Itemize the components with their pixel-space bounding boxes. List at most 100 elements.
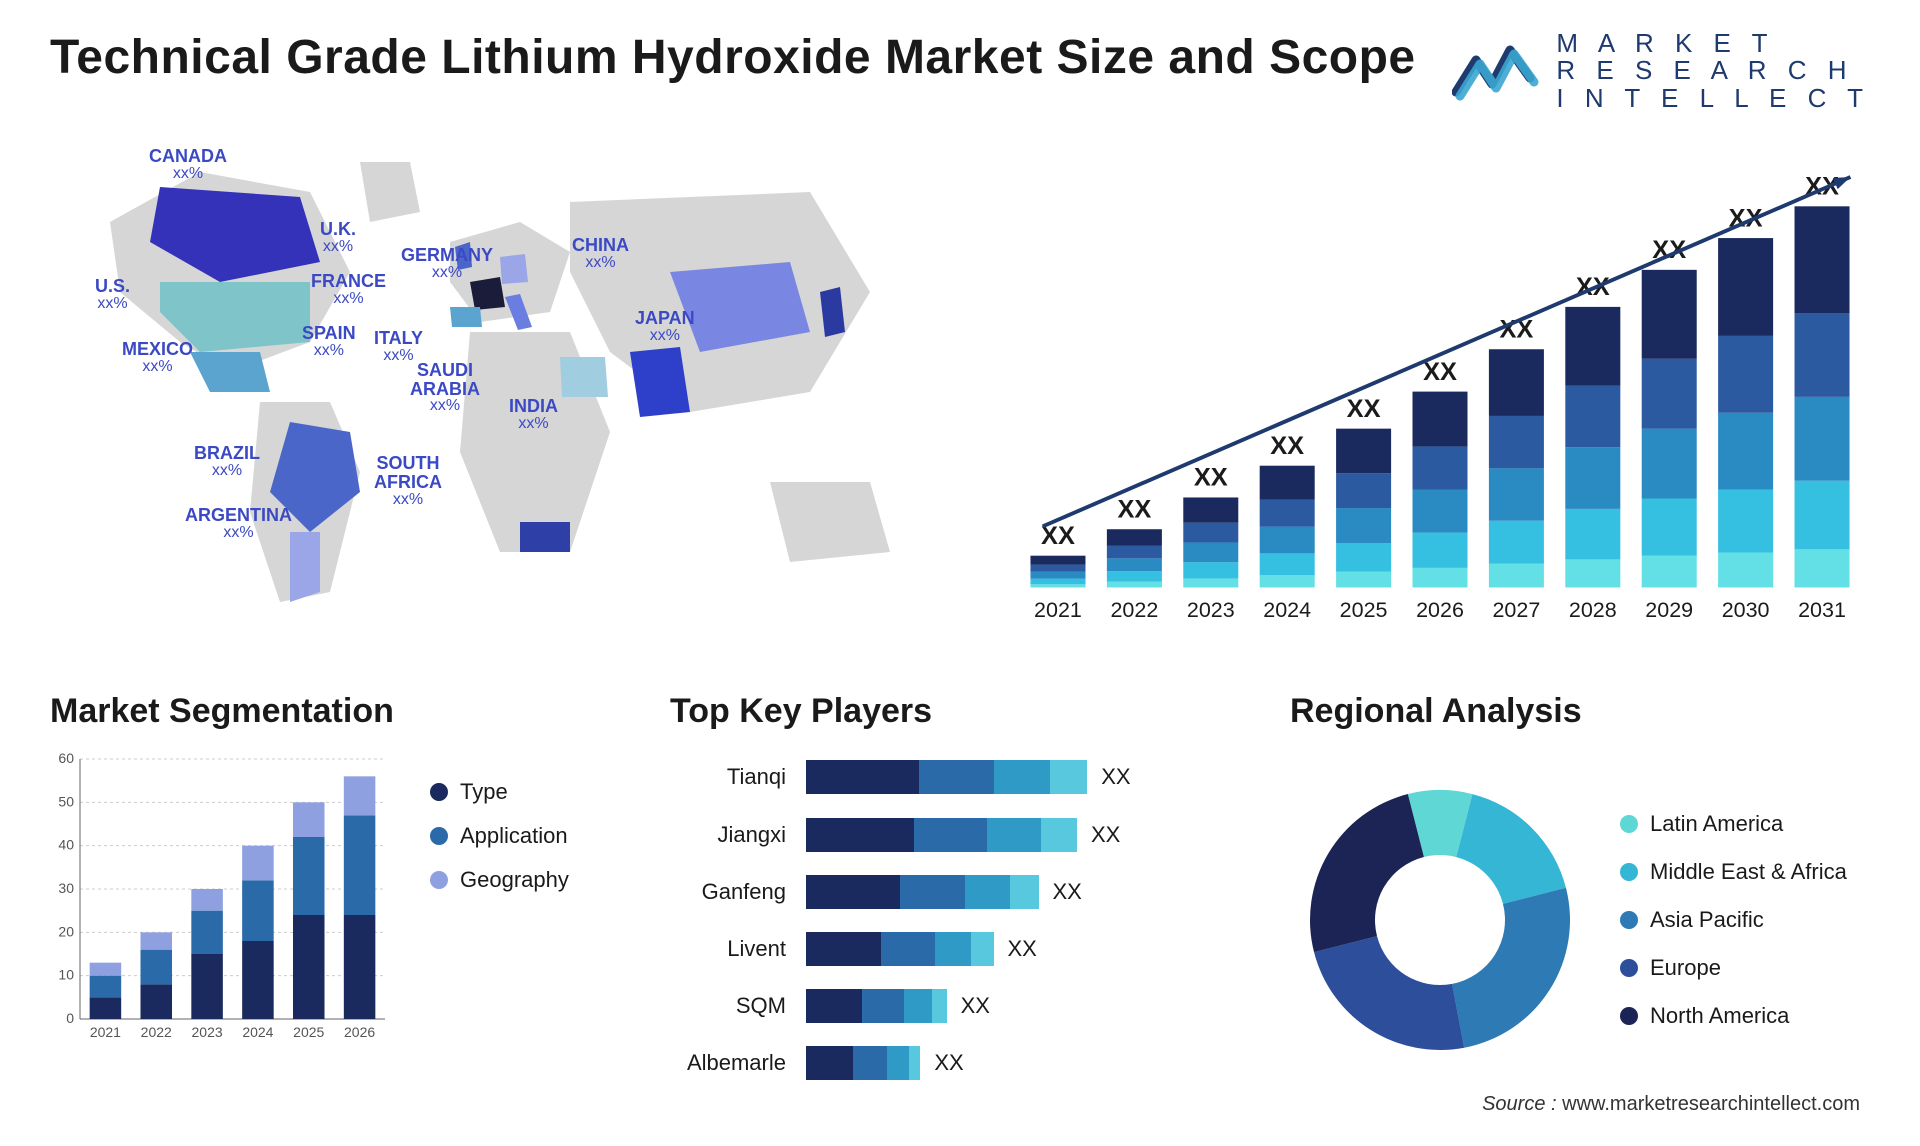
player-segment — [806, 1046, 853, 1080]
svg-text:2025: 2025 — [1340, 598, 1388, 622]
player-bars: XX XX XX XX XX XX — [806, 749, 1250, 1092]
map-label-china: CHINAxx% — [572, 236, 629, 272]
svg-text:2022: 2022 — [141, 1024, 172, 1040]
player-segment — [965, 875, 1010, 909]
donut-wrap — [1290, 770, 1590, 1070]
world-map: CANADAxx%U.S.xx%MEXICOxx%BRAZILxx%ARGENT… — [50, 132, 950, 652]
svg-text:0: 0 — [66, 1010, 74, 1026]
region-legend-latin-america: Latin America — [1620, 811, 1847, 837]
player-value: XX — [1053, 879, 1082, 905]
svg-text:2023: 2023 — [192, 1024, 223, 1040]
player-row-sqm: XX — [806, 989, 1250, 1023]
svg-text:20: 20 — [58, 923, 74, 939]
segmentation-title: Market Segmentation — [50, 692, 630, 731]
map-label-u-k-: U.K.xx% — [320, 220, 356, 256]
player-segment — [919, 760, 994, 794]
seg-legend-geography: Geography — [430, 867, 569, 893]
logo-swoosh-icon — [1452, 36, 1542, 106]
regional-title: Regional Analysis — [1290, 692, 1870, 731]
player-label-sqm: SQM — [670, 993, 786, 1019]
header: Technical Grade Lithium Hydroxide Market… — [50, 30, 1870, 112]
segmentation-section: Market Segmentation 01020304050602021202… — [50, 692, 630, 1092]
svg-text:50: 50 — [58, 793, 74, 809]
player-segment — [862, 989, 903, 1023]
svg-text:40: 40 — [58, 837, 74, 853]
svg-text:XX: XX — [1270, 432, 1304, 460]
logo-line-3: I N T E L L E C T — [1556, 85, 1870, 112]
svg-text:2024: 2024 — [242, 1024, 273, 1040]
svg-text:XX: XX — [1347, 395, 1381, 423]
player-label-tianqi: Tianqi — [670, 764, 786, 790]
player-segment — [932, 989, 947, 1023]
player-value: XX — [1008, 936, 1037, 962]
svg-text:2027: 2027 — [1492, 598, 1540, 622]
regional-section: Regional Analysis Latin AmericaMiddle Ea… — [1290, 692, 1870, 1092]
player-label-albemarle: Albemarle — [670, 1050, 786, 1076]
map-label-france: FRANCExx% — [311, 272, 386, 308]
svg-text:2024: 2024 — [1263, 598, 1311, 622]
segmentation-svg: 0102030405060202120222023202420252026 — [50, 749, 390, 1049]
svg-text:2021: 2021 — [90, 1024, 121, 1040]
market-size-chart: XX2021XX2022XX2023XX2024XX2025XX2026XX20… — [1010, 132, 1870, 652]
segmentation-chart: 0102030405060202120222023202420252026 Ty… — [50, 749, 630, 1092]
map-label-brazil: BRAZILxx% — [194, 444, 260, 480]
logo-line-2: R E S E A R C H — [1556, 57, 1870, 84]
svg-text:2029: 2029 — [1645, 598, 1693, 622]
player-segment — [909, 1046, 920, 1080]
players-section: Top Key Players TianqiJiangxiGanfengLive… — [670, 692, 1250, 1092]
player-segment — [887, 1046, 910, 1080]
svg-text:2021: 2021 — [1034, 598, 1082, 622]
source-label: Source : — [1482, 1093, 1562, 1115]
region-legend-europe: Europe — [1620, 955, 1847, 981]
top-row: CANADAxx%U.S.xx%MEXICOxx%BRAZILxx%ARGENT… — [50, 132, 1870, 652]
player-value: XX — [1091, 822, 1120, 848]
player-segment — [904, 989, 932, 1023]
players-chart: TianqiJiangxiGanfengLiventSQMAlbemarle X… — [670, 749, 1250, 1092]
map-label-argentina: ARGENTINAxx% — [185, 506, 292, 542]
player-segment — [900, 875, 966, 909]
player-segment — [987, 818, 1041, 852]
svg-text:2023: 2023 — [1187, 598, 1235, 622]
player-segment — [994, 760, 1050, 794]
segmentation-legend: Type Application Geography — [430, 749, 569, 893]
svg-text:2028: 2028 — [1569, 598, 1617, 622]
player-value: XX — [934, 1050, 963, 1076]
market-size-chart-svg: XX2021XX2022XX2023XX2024XX2025XX2026XX20… — [1010, 132, 1870, 652]
player-segment — [806, 818, 914, 852]
svg-text:2022: 2022 — [1110, 598, 1158, 622]
player-segment — [853, 1046, 887, 1080]
svg-text:XX: XX — [1423, 358, 1457, 386]
brand-logo: M A R K E T R E S E A R C H I N T E L L … — [1452, 30, 1870, 112]
svg-text:2025: 2025 — [293, 1024, 324, 1040]
map-label-mexico: MEXICOxx% — [122, 340, 193, 376]
map-label-india: INDIAxx% — [509, 397, 558, 433]
player-segment — [806, 989, 862, 1023]
player-label-livent: Livent — [670, 936, 786, 962]
regional-legend: Latin AmericaMiddle East & AfricaAsia Pa… — [1620, 811, 1847, 1029]
bottom-row: Market Segmentation 01020304050602021202… — [50, 692, 1870, 1092]
logo-text: M A R K E T R E S E A R C H I N T E L L … — [1556, 30, 1870, 112]
map-label-u-s-: U.S.xx% — [95, 277, 130, 313]
svg-text:2026: 2026 — [1416, 598, 1464, 622]
svg-text:10: 10 — [58, 967, 74, 983]
svg-text:XX: XX — [1117, 495, 1151, 523]
map-label-south-africa: SOUTHAFRICAxx% — [374, 454, 442, 509]
seg-legend-application: Application — [430, 823, 569, 849]
region-legend-north-america: North America — [1620, 1003, 1847, 1029]
page-root: Technical Grade Lithium Hydroxide Market… — [0, 0, 1920, 1146]
player-segment — [881, 932, 935, 966]
player-segment — [971, 932, 994, 966]
svg-text:30: 30 — [58, 880, 74, 896]
region-legend-asia-pacific: Asia Pacific — [1620, 907, 1847, 933]
player-labels: TianqiJiangxiGanfengLiventSQMAlbemarle — [670, 749, 790, 1092]
map-label-saudi-arabia: SAUDIARABIAxx% — [410, 361, 480, 416]
player-segment — [806, 760, 919, 794]
player-segment — [1050, 760, 1088, 794]
map-label-spain: SPAINxx% — [302, 324, 356, 360]
seg-legend-type: Type — [430, 779, 569, 805]
player-label-ganfeng: Ganfeng — [670, 879, 786, 905]
map-label-germany: GERMANYxx% — [401, 246, 493, 282]
player-segment — [935, 932, 971, 966]
player-row-tianqi: XX — [806, 760, 1250, 794]
svg-text:2031: 2031 — [1798, 598, 1846, 622]
